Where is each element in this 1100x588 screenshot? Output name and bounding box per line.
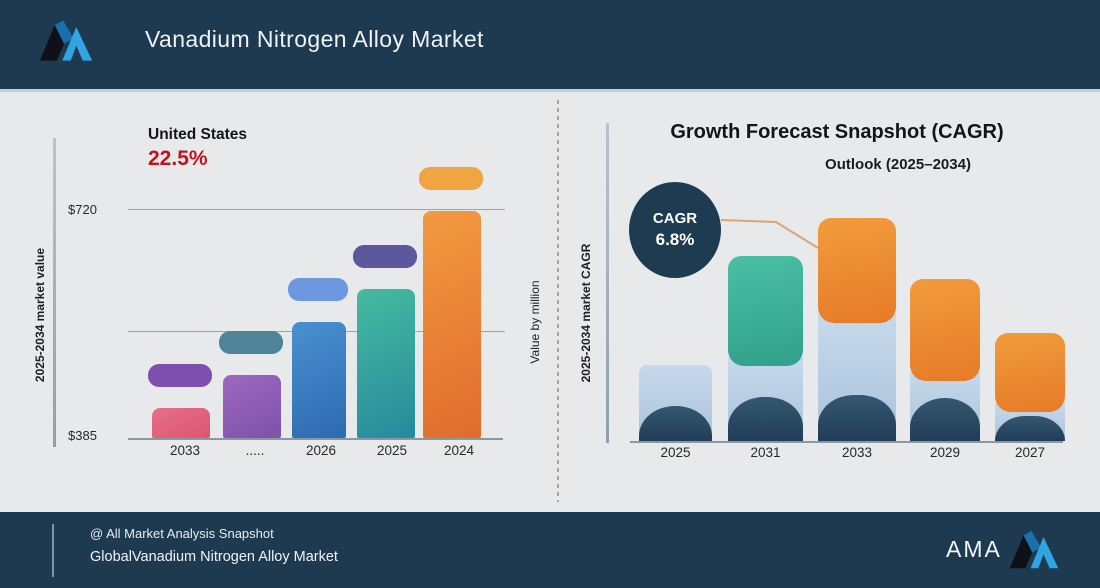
x-tick-label: 2033 (169, 443, 201, 458)
left-bar-cap-2033 (148, 364, 212, 387)
left-chart-growth-value: 22.5% (148, 147, 208, 170)
left-chart-heading: United States (148, 126, 248, 143)
footer-brand-text: AMA (946, 536, 1002, 562)
x-tick-label: 2029 (929, 445, 961, 460)
right-bar-top-2031 (728, 256, 803, 366)
x-tick-label: 2027 (1014, 445, 1046, 460)
left-x-axis-line (128, 438, 503, 440)
x-tick-label: 2033 (841, 445, 873, 460)
x-tick-label: 2031 (750, 445, 781, 460)
left-bar-cap-2025 (353, 245, 417, 268)
left-bar-cap-2026 (288, 278, 348, 301)
footer (0, 512, 1100, 588)
y-tick-385: $385 (68, 428, 97, 443)
left-bar-2025 (357, 289, 415, 438)
ama-logo-icon (1009, 530, 1059, 569)
panel-divider (557, 100, 559, 502)
x-tick-label: 2024 (443, 443, 475, 458)
cagr-badge: CAGR 6.8% (629, 182, 721, 278)
y-tick-720: $720 (68, 202, 97, 217)
right-bar-base-2029 (910, 398, 980, 441)
right-bar-top-2033 (818, 218, 896, 323)
right-y-axis-label: 2025-2034 market CAGR (579, 243, 593, 383)
header: Vanadium Nitrogen Alloy Market (0, 0, 1100, 92)
left-y-axis-label: 2025-2034 market value (33, 247, 47, 383)
left-bar-cap-2024 (419, 167, 483, 190)
page-title: Vanadium Nitrogen Alloy Market (145, 26, 484, 52)
x-tick-label: 2025 (376, 443, 408, 458)
ama-logo-icon (39, 20, 93, 61)
cagr-badge-value: 6.8% (655, 229, 695, 249)
left-bar-2033 (152, 408, 210, 438)
right-bar-base-2031 (728, 397, 803, 441)
x-tick-label: 2025 (660, 445, 691, 460)
right-y-axis-line (606, 123, 609, 443)
left-bar-cap-..... (219, 331, 283, 354)
badge-connector-line (720, 219, 819, 249)
left-bar-2026 (292, 322, 346, 438)
right-bar-top-2027 (995, 333, 1065, 412)
right-chart-subtitle: Outlook (2025–2034) (825, 156, 971, 173)
footer-report-title: GlobalVanadium Nitrogen Alloy Market (90, 549, 338, 565)
x-tick-label: ..... (245, 443, 265, 458)
left-y-axis-line (53, 138, 56, 447)
right-chart-title: Growth Forecast Snapshot (CAGR) (670, 121, 1004, 143)
right-x-axis-line (630, 441, 1063, 443)
cagr-badge-label: CAGR (652, 210, 698, 227)
left-bar-..... (223, 375, 281, 438)
x-tick-label: 2026 (305, 443, 337, 458)
value-by-million-label: Value by million (528, 280, 542, 364)
right-bar-base-2033 (818, 395, 896, 441)
left-bar-2024 (423, 211, 481, 438)
footer-divider (52, 524, 54, 577)
footer-caption: @ All Market Analysis Snapshot (90, 526, 274, 541)
gridline-720 (128, 209, 505, 210)
right-bar-top-2029 (910, 279, 980, 381)
